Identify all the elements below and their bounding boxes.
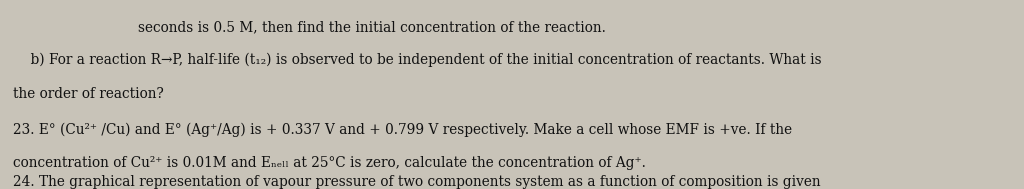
Text: concentration of Cu²⁺ is 0.01M and Eₙₑₗₗ at 25°C is zero, calculate the concentr: concentration of Cu²⁺ is 0.01M and Eₙₑₗₗ… (13, 156, 646, 170)
Text: 24. The graphical representation of vapour pressure of two components system as : 24. The graphical representation of vapo… (13, 175, 821, 189)
Text: b) For a reaction R→P, half-life (t₁₂) is observed to be independent of the init: b) For a reaction R→P, half-life (t₁₂) i… (13, 53, 822, 67)
Text: seconds is 0.5 M, then find the initial concentration of the reaction.: seconds is 0.5 M, then find the initial … (138, 20, 606, 34)
Text: 23. E° (Cu²⁺ /Cu) and E° (Ag⁺/Ag) is + 0.337 V and + 0.799 V respectively. Make : 23. E° (Cu²⁺ /Cu) and E° (Ag⁺/Ag) is + 0… (13, 123, 793, 137)
Text: the order of reaction?: the order of reaction? (13, 87, 164, 101)
